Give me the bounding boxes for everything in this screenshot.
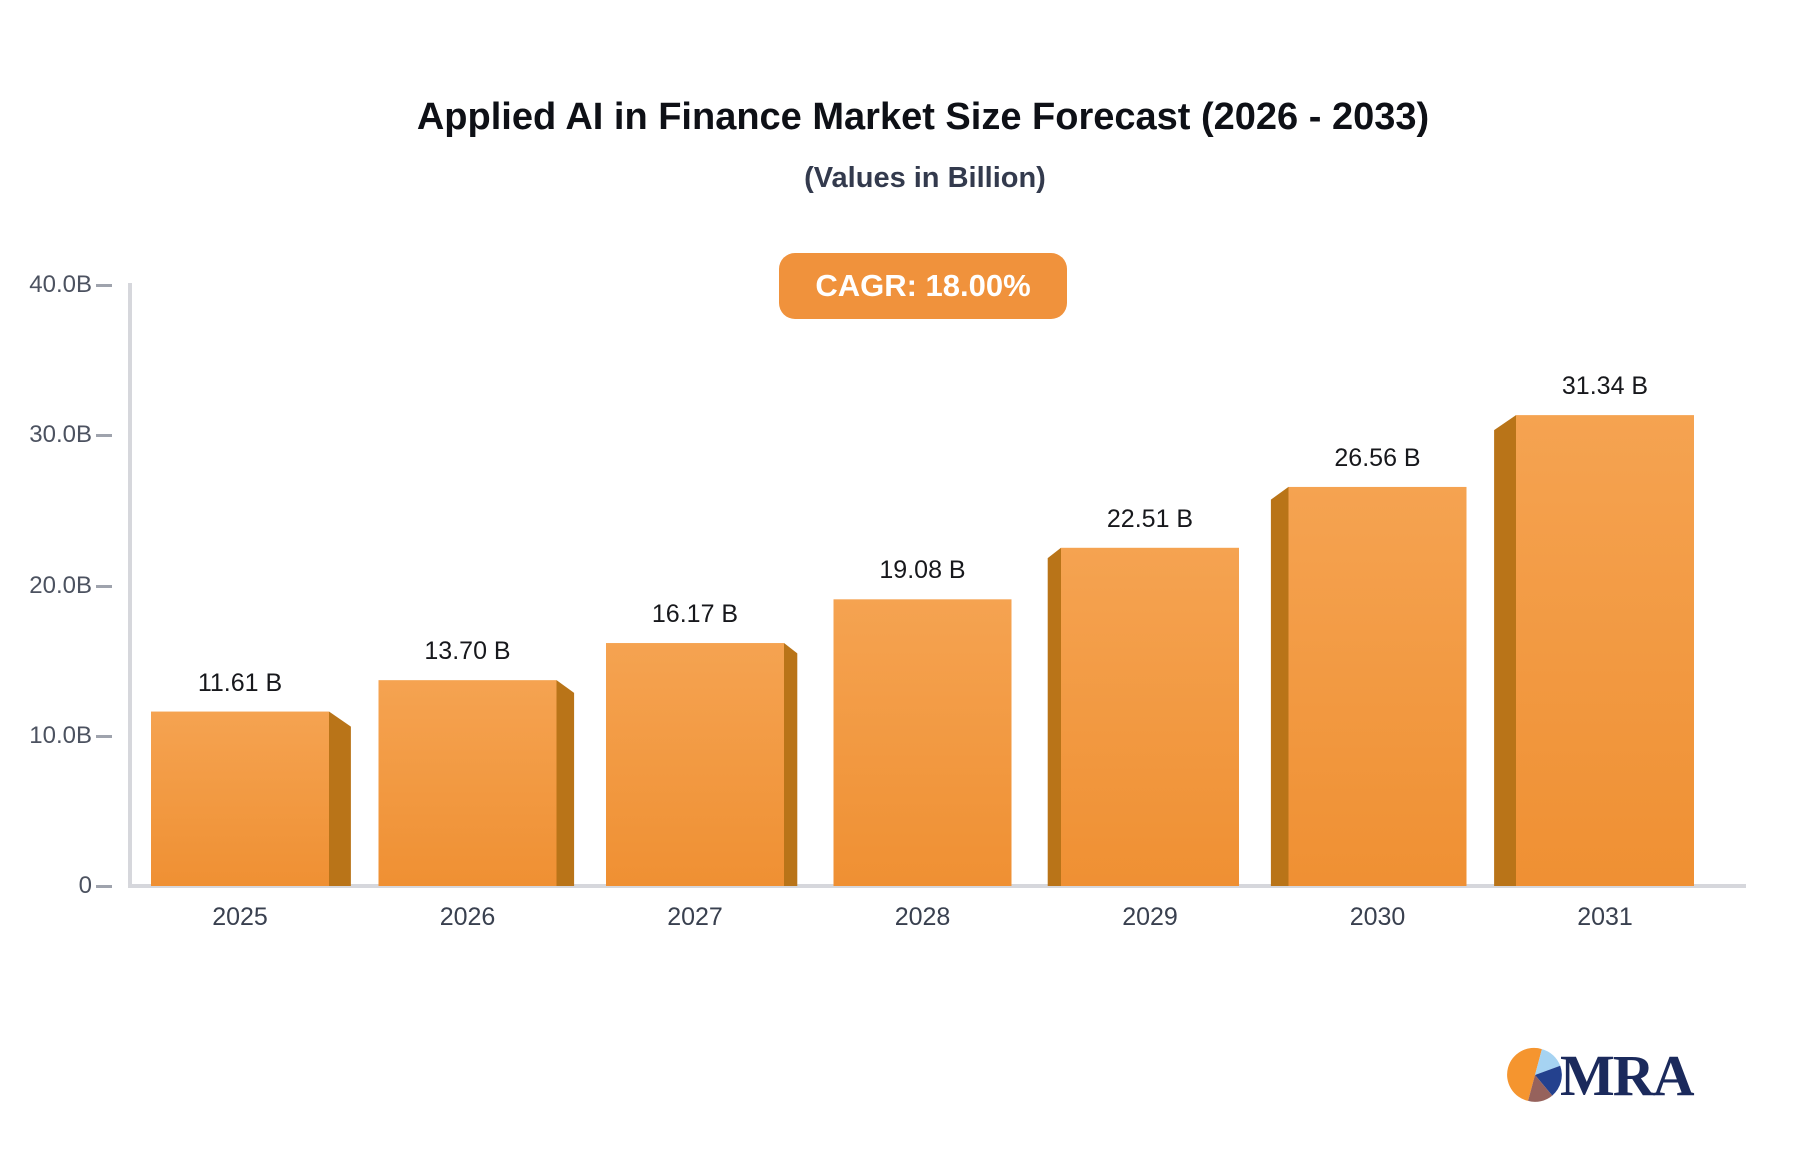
y-tick-dash bbox=[96, 734, 112, 738]
x-tick-label: 2029 bbox=[1122, 903, 1178, 931]
bar-2025[interactable] bbox=[151, 711, 351, 886]
bar-face bbox=[1061, 547, 1239, 886]
cagr-badge-label: CAGR: 18.00% bbox=[815, 268, 1031, 303]
bar-2029[interactable] bbox=[1047, 547, 1239, 886]
bar-side-panel bbox=[784, 643, 798, 886]
bar-side-panel bbox=[1047, 547, 1061, 886]
x-tick-label: 2028 bbox=[894, 903, 951, 931]
y-tick-dash bbox=[96, 284, 112, 287]
bar-value-label: 19.08 B bbox=[879, 556, 966, 585]
bar-2031[interactable] bbox=[1494, 415, 1694, 886]
y-tick-label: 20.0B bbox=[29, 571, 92, 599]
y-tick-dash bbox=[96, 584, 112, 588]
bar-side-panel bbox=[556, 680, 575, 886]
bar-face bbox=[1516, 415, 1694, 886]
y-tick-label: 40.0B bbox=[29, 271, 92, 298]
bar-value-label: 26.56 B bbox=[1334, 443, 1421, 472]
bar-side-panel bbox=[329, 711, 351, 886]
bar-side-panel bbox=[1494, 415, 1516, 886]
x-tick-label: 2030 bbox=[1349, 903, 1406, 931]
x-tick-label: 2026 bbox=[439, 903, 496, 931]
y-tick-dash bbox=[96, 885, 112, 888]
bar-value-label: 16.17 B bbox=[651, 600, 739, 629]
bar-face bbox=[378, 680, 557, 886]
bar-face bbox=[606, 643, 784, 886]
bar-value-label: 13.70 B bbox=[424, 637, 511, 666]
y-tick-label: 30.0B bbox=[29, 421, 92, 449]
chart-title: Applied AI in Finance Market Size Foreca… bbox=[416, 96, 1430, 138]
bar-2026[interactable] bbox=[378, 680, 575, 886]
logo-pie-icon bbox=[1507, 1047, 1562, 1102]
bar-2030[interactable] bbox=[1270, 486, 1467, 886]
y-axis-line bbox=[128, 283, 132, 888]
bar-face bbox=[833, 599, 1012, 886]
bar-2027[interactable] bbox=[606, 643, 798, 886]
y-tick-label: 10.0B bbox=[29, 721, 92, 749]
bar-face bbox=[1288, 486, 1467, 886]
bar-value-label: 31.34 B bbox=[1561, 372, 1649, 401]
bar-2028[interactable] bbox=[833, 599, 1012, 886]
cagr-badge: CAGR: 18.00% bbox=[779, 253, 1067, 319]
x-tick-label: 2025 bbox=[212, 903, 268, 931]
y-tick-dash bbox=[96, 434, 112, 438]
bar-face bbox=[151, 711, 329, 886]
x-tick-label: 2031 bbox=[1577, 903, 1633, 931]
bar-value-label: 22.51 B bbox=[1106, 504, 1194, 533]
x-tick-label: 2027 bbox=[667, 903, 723, 931]
bar-value-label: 11.61 B bbox=[197, 668, 283, 697]
logo-text: MRA bbox=[1560, 1042, 1695, 1108]
y-tick-label: 0 bbox=[78, 872, 92, 899]
chart-subtitle: (Values in Billion) bbox=[804, 162, 1046, 194]
brand-logo: MRA bbox=[1504, 1040, 1764, 1110]
bar-side-panel bbox=[1270, 486, 1289, 886]
